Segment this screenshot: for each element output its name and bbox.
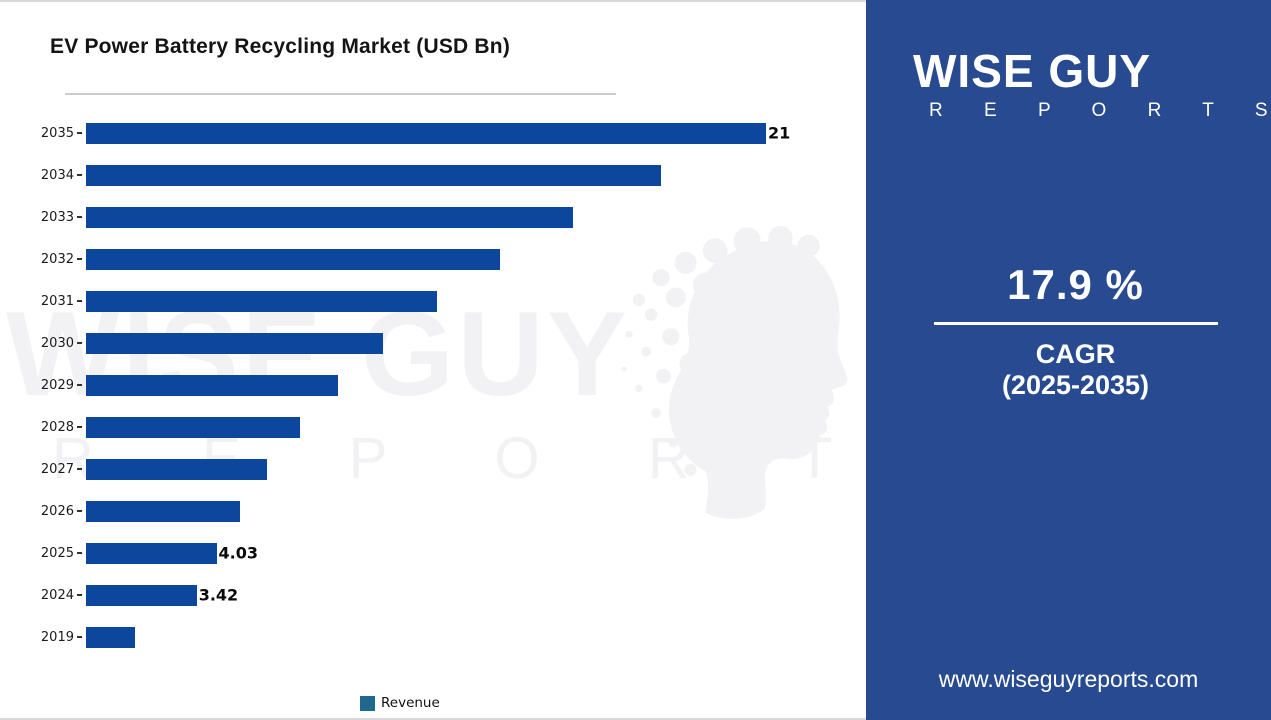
chart-row: 2031	[26, 280, 856, 322]
y-axis-label: 2019	[40, 629, 74, 645]
y-axis-tick	[77, 468, 82, 470]
y-axis-tick	[77, 426, 82, 428]
bar-value-label: 21	[768, 123, 791, 143]
revenue-bar-2027	[86, 458, 268, 480]
legend: Revenue	[360, 695, 440, 711]
y-axis-label: 2032	[40, 251, 74, 267]
chart-row: 2029	[26, 364, 856, 406]
y-axis-label: 2033	[40, 209, 74, 225]
title-divider	[65, 93, 616, 95]
legend-label: Revenue	[381, 695, 440, 711]
logo-text: WISE GUY R E P O R T S	[913, 46, 1271, 122]
cagr-divider	[933, 321, 1218, 325]
y-axis-tick	[77, 594, 82, 596]
revenue-bar-2031	[86, 290, 437, 312]
y-axis-label: 2030	[40, 335, 74, 351]
chart-row: 2027	[26, 448, 856, 490]
y-axis-label: 2029	[40, 377, 74, 393]
revenue-bar-2025: 4.03	[86, 542, 258, 564]
cagr-block: 17.9 % CAGR (2025-2035)	[866, 258, 1271, 401]
website-url: www.wiseguyreports.com	[938, 666, 1199, 692]
logo-reports-text: R E P O R T S	[929, 99, 1271, 121]
chart-row: 2028	[26, 406, 856, 448]
y-axis-tick	[77, 300, 82, 302]
chart-row: 2033	[26, 196, 856, 238]
y-axis-tick	[77, 258, 82, 260]
chart-row: 2019	[26, 616, 856, 658]
revenue-bar-2032	[86, 248, 500, 270]
revenue-bar-2026	[86, 500, 240, 522]
revenue-bar-2028	[86, 416, 300, 438]
legend-marker-revenue	[360, 695, 375, 711]
y-axis-tick	[77, 636, 82, 638]
revenue-bar-2019	[86, 626, 135, 648]
y-axis-label: 2027	[40, 461, 74, 477]
chart-row: 2034	[26, 154, 856, 196]
y-axis-label: 2028	[40, 419, 74, 435]
y-axis-label: 2035	[40, 125, 74, 141]
y-axis-label: 2025	[40, 545, 74, 561]
revenue-bar-2030	[86, 332, 384, 354]
y-axis-tick	[77, 174, 82, 176]
bar-value-label: 3.42	[198, 585, 239, 605]
chart-row: 2026	[26, 490, 856, 532]
y-axis-tick	[77, 216, 82, 218]
chart-row: 2024 3.42	[26, 574, 856, 616]
revenue-bar-2033	[86, 206, 574, 228]
revenue-bar-2034	[86, 164, 661, 186]
revenue-bar-2024: 3.42	[86, 584, 238, 606]
y-axis-label: 2031	[40, 293, 74, 309]
brand-panel: WISE GUY R E P O R T S 17.9 % CAGR (2025…	[866, 0, 1271, 720]
revenue-bar-2029	[86, 374, 339, 396]
bar-value-label: 4.03	[218, 543, 258, 563]
chart-row: 2025 4.03	[26, 532, 856, 574]
cagr-label: CAGR	[1035, 338, 1116, 369]
chart-row: 2035 21	[26, 112, 856, 154]
chart-title: EV Power Battery Recycling Market (USD B…	[50, 35, 511, 58]
cagr-range-label: (2025-2035)	[1001, 369, 1150, 400]
y-axis-label: 2024	[40, 587, 74, 603]
y-axis-tick	[77, 552, 82, 554]
y-axis-label: 2026	[40, 503, 74, 519]
y-axis-tick	[77, 384, 82, 386]
wiseguy-logo: WISE GUY R E P O R T S	[913, 46, 1271, 160]
chart-panel: WISE GUY R E P O R T S EV Power Battery …	[0, 0, 866, 720]
y-axis-tick	[77, 510, 82, 512]
y-axis-tick	[77, 132, 82, 134]
bar-chart: 2035 21 2034 2033 2032 2031 2030 2029 2028 2027 20…	[26, 112, 856, 658]
y-axis-label: 2034	[40, 167, 74, 183]
logo-brand-text: WISE GUY	[913, 45, 1152, 97]
y-axis-tick	[77, 342, 82, 344]
chart-row: 2032	[26, 238, 856, 280]
cagr-value: 17.9 %	[1007, 261, 1144, 308]
revenue-bar-2035: 21	[86, 122, 790, 144]
chart-row: 2030	[26, 322, 856, 364]
